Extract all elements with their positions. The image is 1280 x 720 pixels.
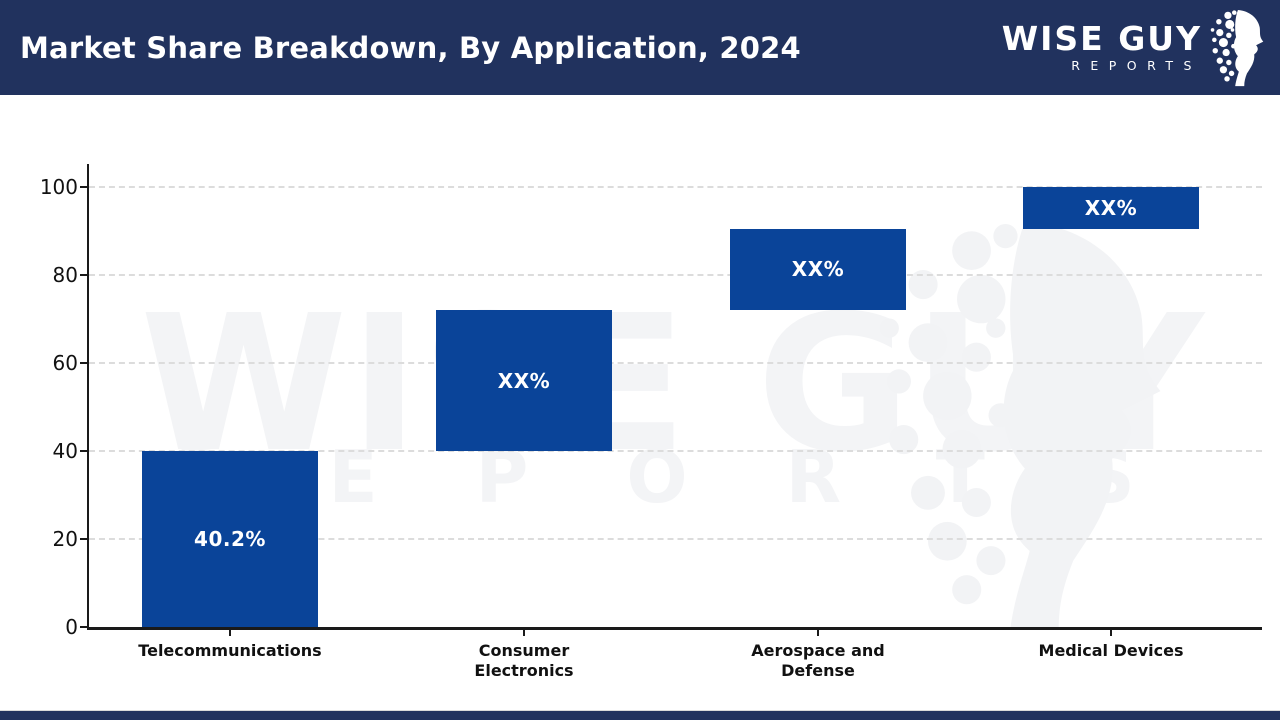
logo-wordmark: WISE GUY REPORTS: [1002, 22, 1202, 73]
xtick-mark-2: [817, 629, 819, 636]
gridline-100: [89, 186, 1262, 188]
bar-medical-devices: XX%: [1023, 187, 1199, 229]
ytick-label-40: 40: [52, 439, 78, 463]
ytick-label-0: 0: [65, 615, 78, 639]
bar-aerospace-and: XX%: [730, 228, 906, 311]
gridline-20: [89, 538, 1262, 540]
ytick-label-60: 60: [52, 351, 78, 375]
xtick-mark-1: [523, 629, 525, 636]
xtick-mark-3: [1110, 629, 1112, 636]
bar-telecommunications: 40.2%: [142, 451, 318, 627]
ytick-label-20: 20: [52, 527, 78, 551]
header: Market Share Breakdown, By Application, …: [0, 0, 1280, 95]
wise-guy-head-icon: [1210, 9, 1264, 86]
category-label-2: Aerospace and Defense: [751, 641, 885, 680]
bar-value-label: XX%: [791, 257, 845, 282]
plot: 0 20 40 60 80 100 40.2% Telecommunications XX% Co…: [0, 95, 1280, 712]
x-axis-spine: [87, 627, 1262, 630]
logo-subtext: REPORTS: [1071, 58, 1202, 74]
chart-area: WISE GUY REPORTS 0 20 40 60 80 100 40.2% Teleco…: [0, 95, 1280, 712]
ytick-mark-40: [80, 450, 87, 452]
ytick-mark-100: [80, 186, 87, 188]
xtick-mark-0: [229, 629, 231, 636]
gridline-80: [89, 274, 1262, 276]
ytick-label-80: 80: [52, 263, 78, 287]
bar-value-label: 40.2%: [194, 527, 266, 551]
footer-bar: [0, 710, 1280, 720]
ytick-label-100: 100: [39, 175, 78, 199]
gridline-40: [89, 450, 1262, 452]
ytick-mark-80: [80, 274, 87, 276]
ytick-mark-0: [80, 626, 87, 628]
bar-value-label: XX%: [497, 368, 551, 393]
ytick-mark-60: [80, 362, 87, 364]
category-label-1: Consumer Electronics: [474, 641, 574, 680]
page-title: Market Share Breakdown, By Application, …: [20, 30, 801, 65]
category-label-3: Medical Devices: [1038, 641, 1184, 660]
bar-consumer: XX%: [436, 310, 612, 451]
y-axis-spine: [87, 164, 89, 629]
logo-name: WISE GUY: [1001, 19, 1202, 59]
bar-value-label: XX%: [1084, 195, 1138, 220]
gridline-60: [89, 362, 1262, 364]
category-label-0: Telecommunications: [138, 641, 322, 660]
brand-logo: WISE GUY REPORTS: [1002, 9, 1266, 87]
ytick-mark-20: [80, 538, 87, 540]
